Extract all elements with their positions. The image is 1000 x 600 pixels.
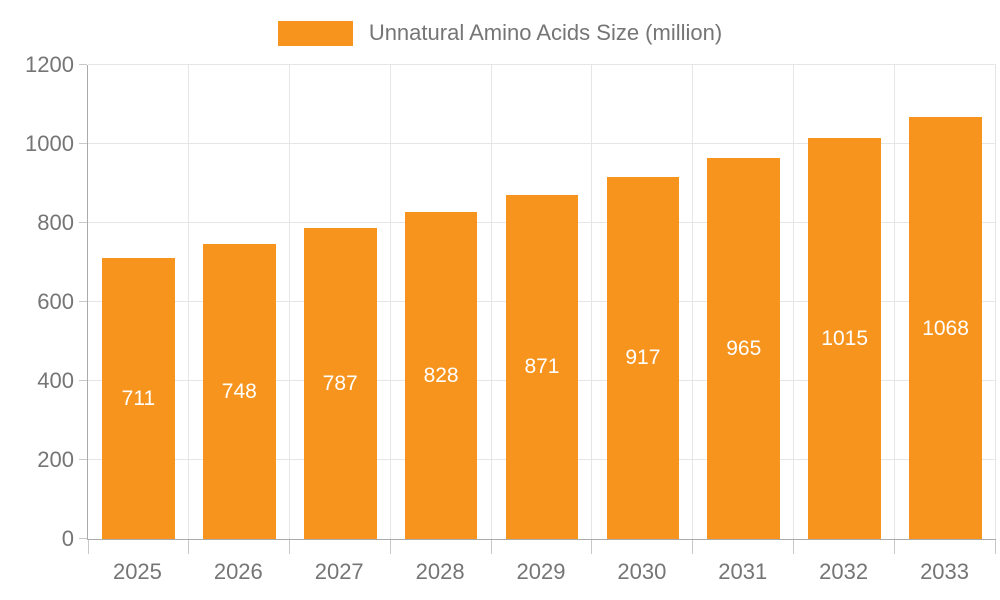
legend-item[interactable]: Unnatural Amino Acids Size (million) [0,20,1000,46]
x-axis-tick [187,540,189,554]
x-axis-tick [894,540,896,554]
x-axis-tick [995,540,996,554]
legend-swatch [277,20,353,46]
y-axis-tick-label: 0 [61,526,74,551]
gridline-vertical [692,65,694,539]
x-axis-tick-label: 2031 [718,559,768,584]
gridline-vertical [490,65,492,539]
bar-2033[interactable]: 1068 [909,117,982,539]
bar-value-label: 1068 [922,316,969,340]
x-axis-tick [793,540,795,554]
x-axis-tick [692,540,694,554]
bar-value-label: 748 [221,379,257,403]
y-axis-tick-label: 1000 [25,131,74,156]
x-axis-tick-label: 2026 [213,559,263,584]
gridline-horizontal [88,143,996,144]
y-axis-tick [79,143,87,144]
y-axis-tick [79,459,87,460]
x-axis-tick-label: 2032 [819,559,869,584]
x-axis-tick [490,540,492,554]
bar-2030[interactable]: 917 [606,176,680,539]
gridline-horizontal [88,64,996,65]
x-axis-tick-label: 2029 [516,559,566,584]
x-axis-tick [389,540,391,554]
gridline-vertical [288,65,290,539]
gridline-vertical [591,65,593,539]
gridline-vertical [389,65,391,539]
gridline-vertical [894,65,896,539]
x-axis-tick-label: 2027 [314,559,364,584]
y-axis-tick [79,380,87,381]
gridline-vertical [995,65,996,539]
y-axis-tick [79,538,87,539]
bar-value-label: 828 [423,363,459,387]
bar-value-label: 965 [726,336,762,360]
bar-2032[interactable]: 1015 [808,138,881,539]
bar-2028[interactable]: 828 [404,211,478,539]
legend-label: Unnatural Amino Acids Size (million) [368,20,723,45]
bar-2025[interactable]: 711 [102,258,175,539]
y-axis-tick [79,301,87,302]
y-axis-tick-label: 800 [37,210,74,235]
plot-area: 711 748 787 828 871 917 965 1015 1068 [79,64,996,554]
x-axis-tick-label: 2033 [920,559,970,584]
bar-value-label: 711 [121,387,156,411]
y-axis-tick-label: 1200 [25,52,74,77]
y-axis-tick-label: 600 [37,289,74,314]
y-axis-tick [79,222,87,223]
bar-value-label: 787 [322,372,358,396]
bar-2027[interactable]: 787 [303,228,377,539]
x-axis-tick [591,540,593,554]
gridline-vertical [187,65,189,539]
x-axis-tick-label: 2028 [415,559,465,584]
bar-2026[interactable]: 748 [203,243,276,539]
x-axis-tick-label: 2025 [112,559,162,584]
y-axis-tick-label: 400 [37,368,74,393]
x-axis-tick-label: 2030 [617,559,667,584]
bar-value-label: 917 [625,346,661,370]
gridline-vertical [793,65,795,539]
x-axis-tick [288,540,290,554]
bar-value-label: 1015 [821,327,869,351]
y-axis-tick-label: 200 [37,447,74,472]
y-axis-tick [79,64,87,65]
bar-2029[interactable]: 871 [505,194,579,539]
x-axis-tick [88,540,89,554]
bar-value-label: 871 [524,355,560,379]
bar-2031[interactable]: 965 [707,157,781,539]
